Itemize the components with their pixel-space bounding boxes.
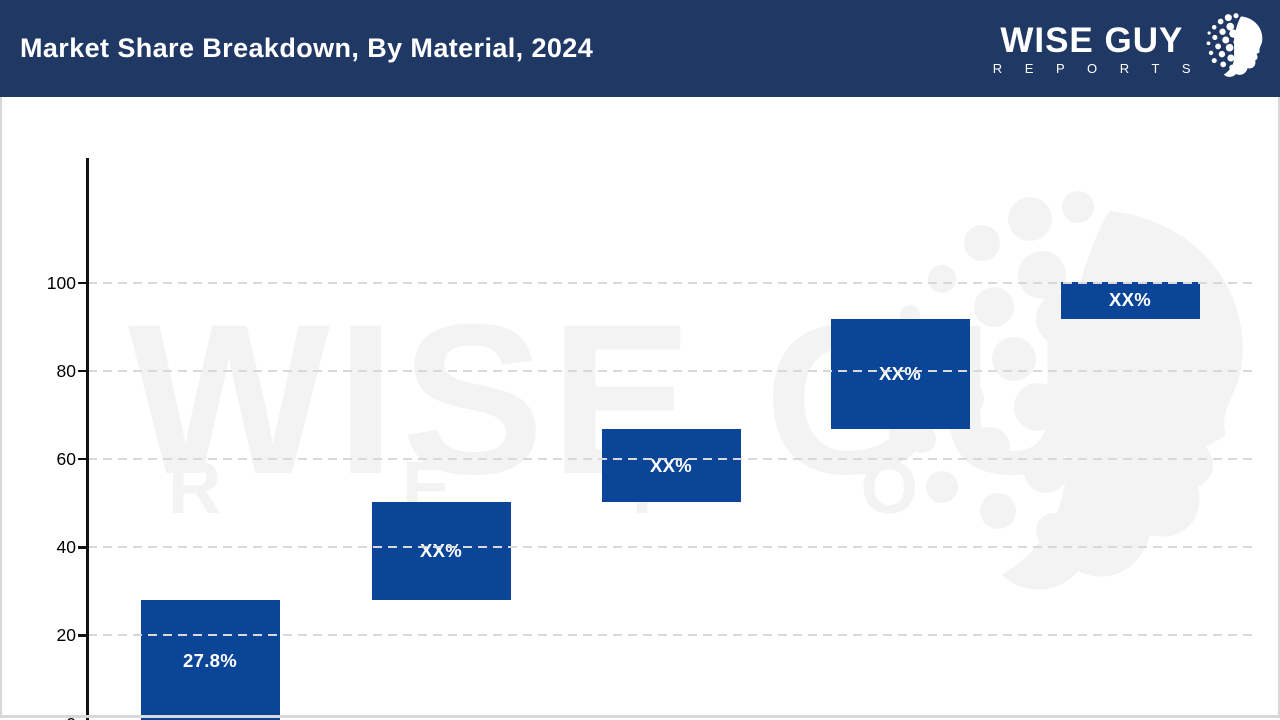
- y-axis-line: [86, 158, 89, 720]
- logo-subtitle: R E P O R T S: [992, 61, 1200, 76]
- y-tick-label: 0: [22, 714, 76, 720]
- bar-value-label: XX%: [1108, 289, 1152, 311]
- y-tick-mark: [78, 634, 86, 637]
- page-title: Market Share Breakdown, By Material, 202…: [20, 33, 594, 63]
- bar-value-label: XX%: [878, 363, 922, 385]
- gridline: [88, 281, 1256, 284]
- y-tick-mark: [78, 546, 86, 549]
- bar-fleece: 27.8%: [140, 599, 280, 720]
- y-tick-mark: [78, 457, 86, 461]
- y-tick-mark: [78, 369, 86, 373]
- gridline: [88, 546, 1256, 549]
- logo-wordmark: WISE GUY: [1000, 21, 1184, 60]
- logo-text: WISE GUY R E P O R T S: [984, 21, 1200, 77]
- gridline: [88, 457, 1256, 460]
- y-tick-label: 40: [56, 537, 76, 558]
- gridline: [88, 634, 1256, 637]
- bar-value-label: XX%: [419, 539, 463, 561]
- bar-cotton: XX%: [601, 429, 741, 502]
- chart-area: WISE GUY R E P O R T S 02040608010027.8%…: [0, 97, 1280, 720]
- wise-guy-reports-logo: WISE GUY R E P O R T S: [984, 7, 1268, 91]
- gridline: [88, 369, 1256, 372]
- bar-leather: XX%: [1060, 281, 1200, 319]
- y-tick-label: 20: [56, 625, 76, 646]
- bar-value-label: 27.8%: [183, 650, 237, 672]
- header-bar: Market Share Breakdown, By Material, 202…: [0, 0, 1280, 97]
- dotted-head-icon: [1206, 13, 1263, 77]
- y-tick-label: 100: [46, 272, 76, 293]
- bar-wool: XX%: [371, 502, 511, 600]
- bar-synthetic: XX%: [830, 318, 970, 430]
- y-tick-label: 60: [56, 448, 76, 469]
- y-tick-label: 80: [56, 360, 76, 381]
- y-tick-mark: [78, 281, 86, 284]
